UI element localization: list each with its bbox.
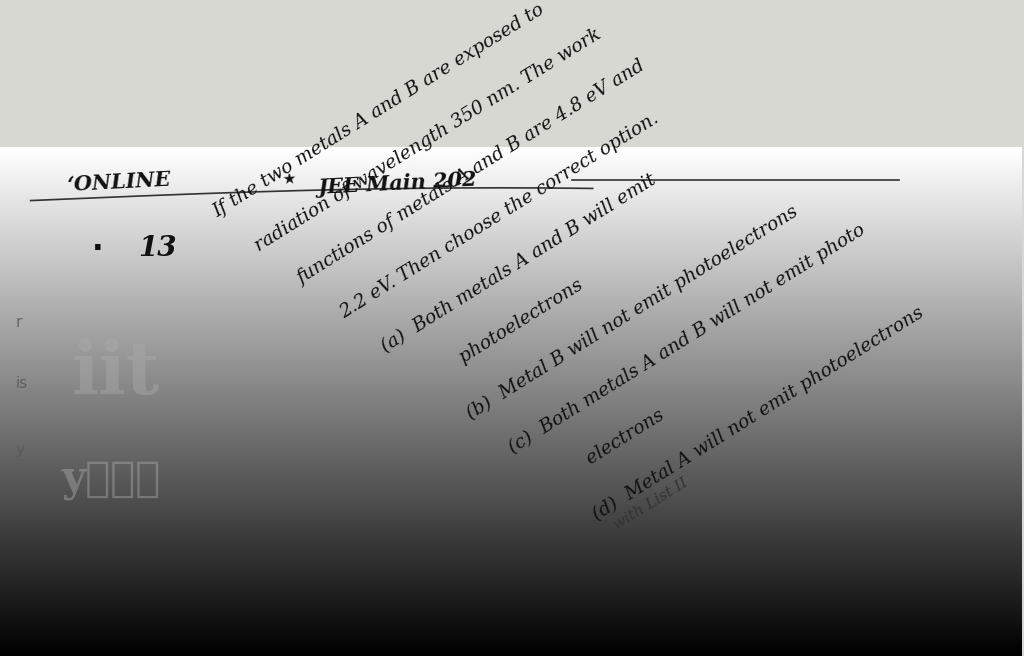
Text: (b)  Metal B will not emit photoelectrons: (b) Metal B will not emit photoelectrons <box>463 203 801 423</box>
Text: radiation of wavelength 350 nm. The work: radiation of wavelength 350 nm. The work <box>252 25 605 255</box>
Text: JEE Main 202: JEE Main 202 <box>316 170 477 198</box>
Text: yְְְ: yְְְ <box>61 457 161 499</box>
Text: y: y <box>15 442 25 457</box>
Text: (a)  Both metals A and B will emit: (a) Both metals A and B will emit <box>379 171 659 356</box>
Text: r: r <box>15 315 22 330</box>
Text: ‘ONLINE: ‘ONLINE <box>67 170 171 195</box>
Text: electrons: electrons <box>548 406 668 490</box>
Text: (c)  Both metals A and B will not emit photo: (c) Both metals A and B will not emit ph… <box>505 220 868 457</box>
Text: iit: iit <box>72 338 160 409</box>
Text: is: is <box>15 376 28 391</box>
Text: functions of metals A and B are 4.8 eV and: functions of metals A and B are 4.8 eV a… <box>294 57 648 288</box>
Text: ·: · <box>92 235 103 264</box>
Text: 2.2 eV. Then choose the correct option.: 2.2 eV. Then choose the correct option. <box>336 109 662 322</box>
Text: (d)  Metal A will not emit photoelectrons: (d) Metal A will not emit photoelectrons <box>590 304 928 524</box>
Text: with List II: with List II <box>610 476 690 532</box>
Text: photoelectrons: photoelectrons <box>421 276 587 389</box>
Text: 13: 13 <box>138 235 176 262</box>
Text: ★: ★ <box>281 172 295 187</box>
Text: If the two metals A and B are exposed to: If the two metals A and B are exposed to <box>210 1 548 221</box>
